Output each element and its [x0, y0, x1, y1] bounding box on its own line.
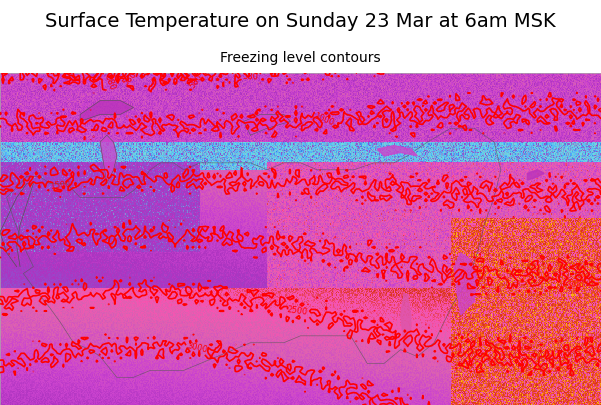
Polygon shape	[454, 253, 477, 315]
Polygon shape	[80, 100, 133, 122]
Text: 580: 580	[243, 72, 259, 82]
Text: 3000: 3000	[186, 341, 209, 355]
Text: 1000: 1000	[313, 112, 335, 128]
Polygon shape	[100, 135, 117, 183]
Polygon shape	[377, 145, 417, 156]
Text: 2500: 2500	[286, 305, 308, 317]
Text: 580: 580	[121, 70, 139, 87]
Text: 2000: 2000	[563, 279, 585, 290]
Text: 1500: 1500	[49, 179, 72, 190]
Text: Freezing level contours: Freezing level contours	[220, 51, 381, 65]
Text: Surface Temperature on Sunday 23 Mar at 6am MSK: Surface Temperature on Sunday 23 Mar at …	[45, 13, 556, 31]
Polygon shape	[401, 294, 410, 350]
Text: 580: 580	[102, 74, 117, 92]
Polygon shape	[528, 170, 545, 180]
Polygon shape	[244, 114, 290, 135]
Text: 580: 580	[188, 72, 204, 90]
